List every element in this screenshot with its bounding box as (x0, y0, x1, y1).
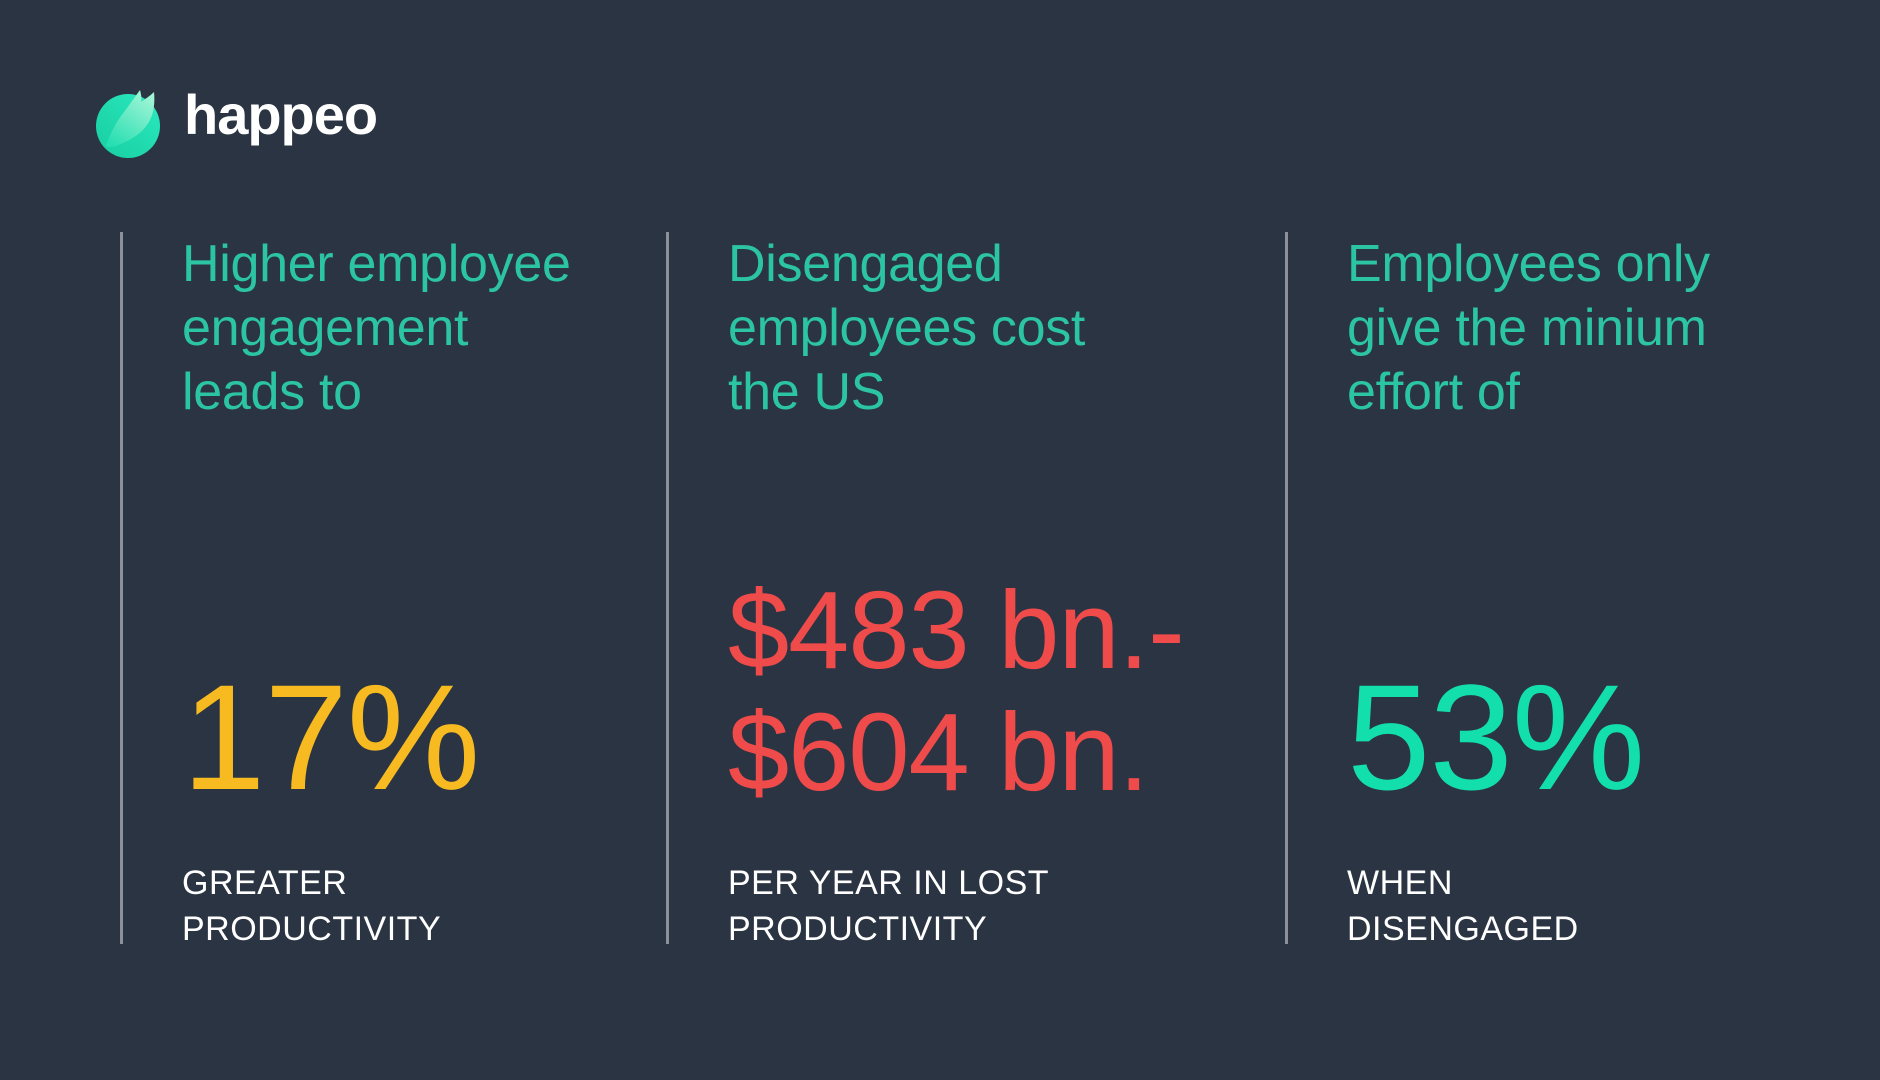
column-heading: Higher employee engagement leads to (182, 232, 571, 424)
happeo-logo: happeo (96, 83, 378, 160)
column-heading: Disengaged employees cost the US (728, 232, 1085, 424)
heading-line: effort of (1347, 363, 1520, 421)
heading-line: give the minium (1347, 299, 1707, 357)
label-line: WHEN (1347, 864, 1453, 902)
stat-line: $604 bn. (728, 691, 1149, 814)
heading-line: the US (728, 363, 886, 421)
heading-line: engagement (182, 299, 469, 357)
heading-line: leads to (182, 363, 362, 421)
column-divider-line (666, 232, 669, 944)
label-line: PRODUCTIVITY (728, 910, 988, 948)
column-divider-line (120, 232, 123, 944)
stat-label: GREATER PRODUCTIVITY (182, 860, 441, 952)
stat-column-effort: Employees only give the minium effort of… (1285, 232, 1830, 948)
heading-line: Employees only (1347, 235, 1710, 293)
column-heading: Employees only give the minium effort of (1347, 232, 1710, 424)
stat-column-productivity: Higher employee engagement leads to 17% … (120, 232, 665, 948)
stat-value: 17% (182, 653, 480, 821)
heading-line: Higher employee (182, 235, 571, 293)
stat-column-cost: Disengaged employees cost the US $483 bn… (666, 232, 1211, 948)
label-line: GREATER (182, 864, 348, 902)
stat-value: 53% (1347, 653, 1645, 821)
stat-label: WHEN DISENGAGED (1347, 860, 1579, 952)
stat-value: $483 bn.- $604 bn. (728, 569, 1185, 814)
stat-line: 17% (182, 653, 480, 821)
brand-wordmark: happeo (184, 83, 378, 146)
label-line: DISENGAGED (1347, 910, 1579, 948)
heading-line: employees cost (728, 299, 1086, 357)
column-divider-line (1285, 232, 1288, 944)
stat-line: $483 bn.- (728, 569, 1185, 692)
label-line: PRODUCTIVITY (182, 910, 442, 948)
stat-label: PER YEAR IN LOST PRODUCTIVITY (728, 860, 1049, 952)
happeo-leaf-icon (96, 90, 160, 158)
stat-line: 53% (1347, 653, 1645, 821)
label-line: PER YEAR IN LOST (728, 864, 1050, 902)
heading-line: Disengaged (728, 235, 1003, 293)
